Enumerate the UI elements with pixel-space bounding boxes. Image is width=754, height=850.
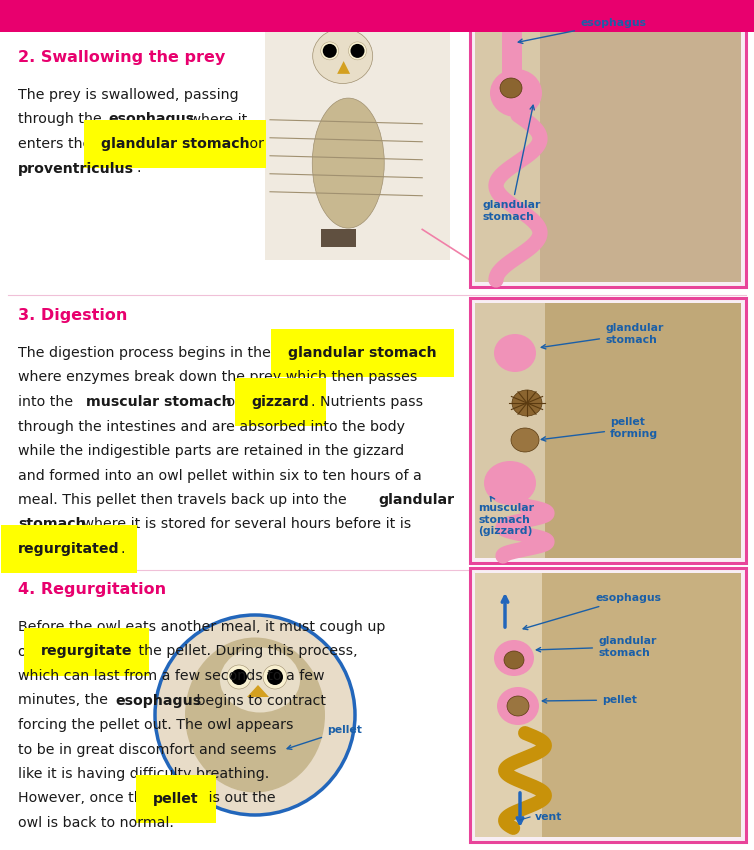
Text: stomach: stomach bbox=[18, 518, 86, 531]
Text: esophagus: esophagus bbox=[115, 694, 202, 707]
Ellipse shape bbox=[500, 78, 522, 98]
Text: which can last from a few seconds to a few: which can last from a few seconds to a f… bbox=[18, 669, 324, 683]
Text: or: or bbox=[245, 137, 264, 151]
Text: .: . bbox=[137, 162, 142, 175]
Text: 2. Swallowing the prey: 2. Swallowing the prey bbox=[18, 50, 225, 65]
Bar bbox=[320, 230, 355, 247]
Text: minutes, the: minutes, the bbox=[18, 694, 112, 707]
Text: pellet: pellet bbox=[153, 791, 199, 806]
Text: esophagus: esophagus bbox=[518, 18, 646, 43]
Circle shape bbox=[267, 669, 283, 685]
Text: forcing the pellet out. The owl appears: forcing the pellet out. The owl appears bbox=[18, 718, 293, 732]
Text: while the indigestible parts are retained in the gizzard: while the indigestible parts are retaine… bbox=[18, 444, 404, 458]
Circle shape bbox=[323, 44, 337, 58]
Bar bbox=[475, 10, 741, 282]
FancyBboxPatch shape bbox=[470, 568, 746, 842]
Text: esophagus: esophagus bbox=[523, 593, 661, 630]
Text: owl is back to normal.: owl is back to normal. bbox=[18, 816, 174, 830]
Polygon shape bbox=[337, 61, 350, 74]
Text: to be in great discomfort and seems: to be in great discomfort and seems bbox=[18, 743, 277, 756]
Circle shape bbox=[263, 665, 287, 689]
Ellipse shape bbox=[497, 687, 539, 725]
Bar bbox=[502, 10, 522, 82]
Bar bbox=[265, 5, 450, 260]
Text: pellet
forming: pellet forming bbox=[541, 417, 658, 441]
Text: where it: where it bbox=[185, 112, 247, 127]
Ellipse shape bbox=[185, 638, 325, 792]
Text: the pellet. During this process,: the pellet. During this process, bbox=[134, 644, 357, 659]
Text: glandular
stomach: glandular stomach bbox=[541, 323, 664, 348]
Bar bbox=[540, 10, 741, 282]
Text: proventriculus: proventriculus bbox=[18, 162, 134, 175]
Text: Before the owl eats another meal, it must cough up: Before the owl eats another meal, it mus… bbox=[18, 620, 385, 634]
Text: glandular
stomach: glandular stomach bbox=[536, 636, 657, 658]
Text: pellet: pellet bbox=[542, 695, 637, 705]
Text: . Nutrients pass: . Nutrients pass bbox=[311, 395, 423, 409]
Text: through the intestines and are absorbed into the body: through the intestines and are absorbed … bbox=[18, 420, 405, 434]
Text: and formed into an owl pellet within six to ten hours of a: and formed into an owl pellet within six… bbox=[18, 468, 421, 483]
Text: glandular: glandular bbox=[379, 493, 455, 507]
Text: or: or bbox=[222, 395, 245, 409]
Bar bbox=[0, 0, 754, 32]
Text: like it is having difficulty breathing.: like it is having difficulty breathing. bbox=[18, 767, 269, 781]
Text: pellet: pellet bbox=[287, 725, 362, 750]
Circle shape bbox=[155, 615, 355, 815]
Text: The digestion process begins in the: The digestion process begins in the bbox=[18, 346, 275, 360]
Text: meal. This pellet then travels back up into the: meal. This pellet then travels back up i… bbox=[18, 493, 351, 507]
Bar bbox=[475, 303, 741, 558]
Text: is out the: is out the bbox=[204, 791, 276, 806]
Bar bbox=[545, 303, 741, 558]
Text: or: or bbox=[18, 644, 37, 659]
Ellipse shape bbox=[313, 29, 372, 83]
Ellipse shape bbox=[511, 428, 539, 452]
Circle shape bbox=[348, 42, 366, 60]
Text: gizzard: gizzard bbox=[252, 395, 309, 409]
Circle shape bbox=[320, 42, 339, 60]
Ellipse shape bbox=[490, 69, 542, 117]
Ellipse shape bbox=[484, 461, 536, 505]
Text: through the: through the bbox=[18, 112, 106, 127]
Text: glandular
stomach: glandular stomach bbox=[482, 105, 541, 222]
Ellipse shape bbox=[220, 648, 300, 712]
Ellipse shape bbox=[494, 640, 534, 676]
Circle shape bbox=[351, 44, 364, 58]
Circle shape bbox=[231, 669, 247, 685]
FancyBboxPatch shape bbox=[470, 5, 746, 287]
Ellipse shape bbox=[512, 390, 542, 416]
Bar bbox=[475, 573, 741, 837]
Text: regurgitate: regurgitate bbox=[41, 644, 132, 659]
Text: muscular
stomach
(gizzard): muscular stomach (gizzard) bbox=[478, 496, 534, 536]
Text: However, once the: However, once the bbox=[18, 791, 156, 806]
Text: regurgitated: regurgitated bbox=[18, 542, 120, 556]
Text: The prey is swallowed, passing: The prey is swallowed, passing bbox=[18, 88, 238, 102]
Text: esophagus: esophagus bbox=[108, 112, 195, 127]
Text: where enzymes break down the prey which then passes: where enzymes break down the prey which … bbox=[18, 371, 418, 384]
Polygon shape bbox=[247, 685, 269, 697]
Text: into the: into the bbox=[18, 395, 78, 409]
Ellipse shape bbox=[312, 98, 385, 228]
Ellipse shape bbox=[504, 651, 524, 669]
Text: begins to contract: begins to contract bbox=[192, 694, 326, 707]
Text: .: . bbox=[120, 542, 124, 556]
FancyBboxPatch shape bbox=[470, 298, 746, 563]
Text: where it is stored for several hours before it is: where it is stored for several hours bef… bbox=[78, 518, 411, 531]
Text: 3. Digestion: 3. Digestion bbox=[18, 308, 127, 323]
Bar bbox=[542, 573, 741, 837]
Text: muscular stomach: muscular stomach bbox=[85, 395, 231, 409]
Text: glandular stomach: glandular stomach bbox=[100, 137, 250, 151]
Circle shape bbox=[227, 665, 251, 689]
Ellipse shape bbox=[494, 334, 536, 372]
Text: 4. Regurgitation: 4. Regurgitation bbox=[18, 582, 166, 597]
Ellipse shape bbox=[507, 696, 529, 716]
Text: enters the: enters the bbox=[18, 137, 96, 151]
Text: glandular stomach: glandular stomach bbox=[288, 346, 437, 360]
Text: vent: vent bbox=[535, 812, 562, 822]
